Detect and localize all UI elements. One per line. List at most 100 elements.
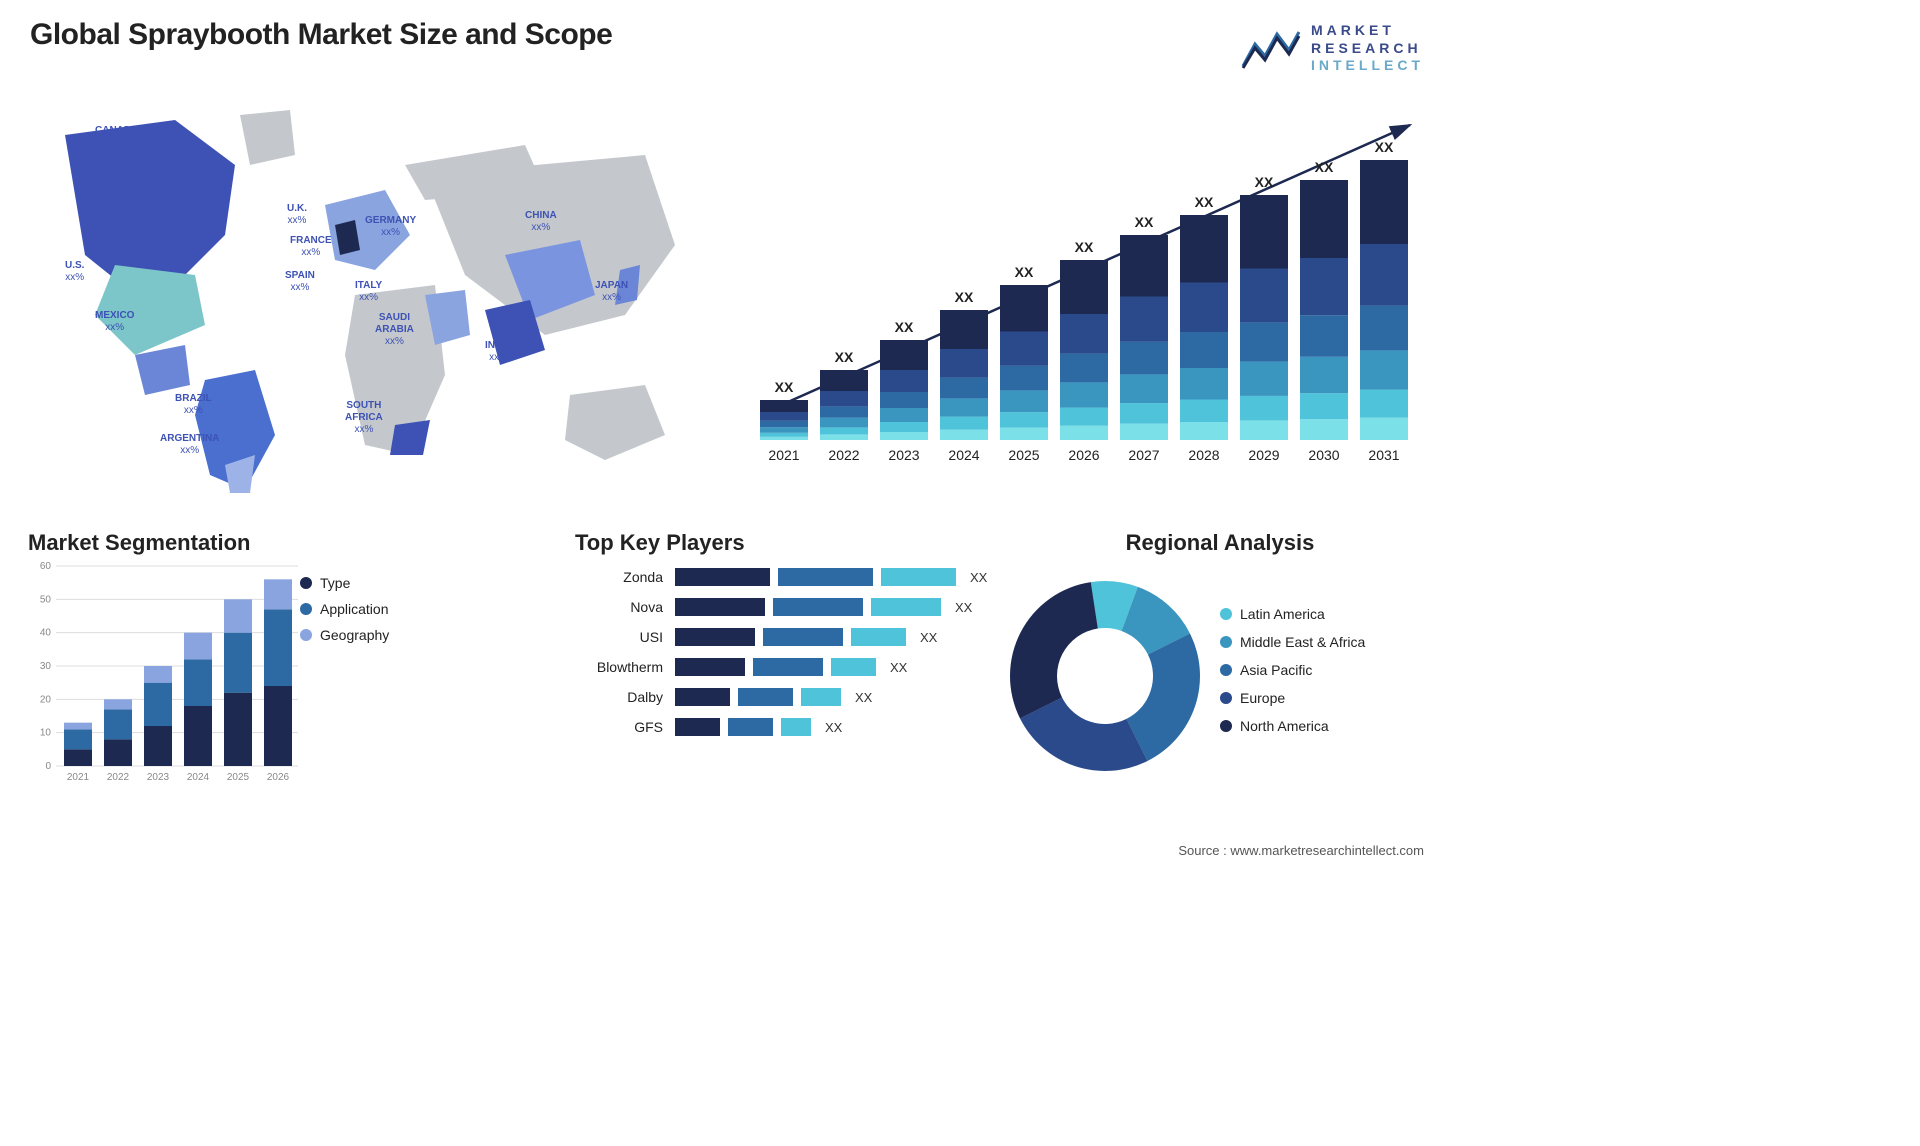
logo-line1: MARKET	[1311, 22, 1424, 40]
bar-segment	[1300, 258, 1348, 315]
player-bar-segment	[675, 688, 730, 706]
map-label: ARGENTINAxx%	[160, 433, 219, 457]
player-row: USIXX	[575, 628, 995, 646]
seg-bar-segment	[224, 633, 252, 693]
player-bar-segment	[778, 568, 873, 586]
player-value: XX	[955, 600, 972, 615]
market-size-chart: XX2021XX2022XX2023XX2024XX2025XX2026XX20…	[740, 95, 1420, 475]
seg-bar-segment	[184, 633, 212, 660]
seg-bar-segment	[104, 709, 132, 739]
svg-text:2026: 2026	[267, 772, 290, 783]
regional-title: Regional Analysis	[1000, 530, 1440, 556]
player-row: BlowthermXX	[575, 658, 995, 676]
legend-item: Asia Pacific	[1220, 662, 1365, 678]
legend-item: Geography	[300, 627, 389, 643]
player-name: GFS	[575, 719, 675, 735]
map-label: CANADAxx%	[95, 125, 138, 149]
legend-item: Application	[300, 601, 389, 617]
bar-value-label: XX	[1075, 239, 1094, 255]
seg-bar-segment	[64, 729, 92, 749]
bar-segment	[1180, 400, 1228, 423]
player-row: DalbyXX	[575, 688, 995, 706]
svg-text:60: 60	[40, 561, 52, 572]
bar-segment	[1000, 332, 1048, 366]
player-bar-segment	[871, 598, 941, 616]
bar-segment	[1300, 393, 1348, 419]
bar-segment	[880, 340, 928, 370]
map-label: MEXICOxx%	[95, 310, 134, 334]
bar-segment	[1000, 412, 1048, 428]
player-bar-segment	[831, 658, 876, 676]
map-label: FRANCExx%	[290, 235, 332, 259]
x-axis-label: 2029	[1248, 447, 1279, 463]
bar-segment	[1120, 403, 1168, 424]
player-bar-segment	[738, 688, 793, 706]
logo-line3: INTELLECT	[1311, 57, 1424, 75]
bar-segment	[820, 406, 868, 417]
svg-text:30: 30	[40, 661, 52, 672]
bar-segment	[1360, 390, 1408, 418]
source-text: Source : www.marketresearchintellect.com	[1178, 843, 1424, 858]
svg-text:10: 10	[40, 728, 52, 739]
bar-segment	[1180, 283, 1228, 333]
bar-value-label: XX	[1135, 214, 1154, 230]
bar-segment	[1060, 314, 1108, 354]
bar-segment	[940, 398, 988, 416]
legend-item: North America	[1220, 718, 1365, 734]
bar-segment	[1060, 354, 1108, 383]
bar-segment	[1360, 418, 1408, 440]
player-value: XX	[970, 570, 987, 585]
seg-bar-segment	[264, 686, 292, 766]
bar-segment	[1240, 195, 1288, 269]
bar-segment	[880, 370, 928, 392]
players-section: Top Key Players ZondaXXNovaXXUSIXXBlowth…	[575, 530, 995, 736]
bar-value-label: XX	[955, 289, 974, 305]
svg-text:2025: 2025	[227, 772, 250, 783]
seg-bar-segment	[264, 609, 292, 686]
bar-segment	[1360, 160, 1408, 244]
bar-segment	[820, 391, 868, 406]
seg-bar-segment	[64, 723, 92, 730]
x-axis-label: 2030	[1308, 447, 1339, 463]
x-axis-label: 2021	[768, 447, 799, 463]
seg-bar-segment	[144, 666, 172, 683]
player-bar-segment	[781, 718, 811, 736]
bar-segment	[1120, 374, 1168, 403]
map-label: SPAINxx%	[285, 270, 315, 294]
seg-bar-segment	[184, 659, 212, 706]
map-label: SOUTHAFRICAxx%	[345, 400, 383, 436]
bar-segment	[760, 412, 808, 421]
player-bar-segment	[801, 688, 841, 706]
svg-text:20: 20	[40, 694, 52, 705]
map-label: CHINAxx%	[525, 210, 557, 234]
seg-bar-segment	[104, 699, 132, 709]
seg-bar-segment	[104, 739, 132, 766]
segmentation-section: Market Segmentation 01020304050602021202…	[28, 530, 468, 796]
bar-segment	[940, 417, 988, 430]
bar-segment	[880, 432, 928, 440]
bar-value-label: XX	[1195, 194, 1214, 210]
seg-bar-segment	[224, 693, 252, 766]
bar-segment	[820, 418, 868, 428]
bar-segment	[1240, 362, 1288, 396]
bar-segment	[880, 408, 928, 422]
bar-segment	[1120, 235, 1168, 297]
bar-segment	[1360, 306, 1408, 351]
x-axis-label: 2025	[1008, 447, 1039, 463]
player-bar-segment	[753, 658, 823, 676]
bar-segment	[1240, 269, 1288, 323]
player-name: Dalby	[575, 689, 675, 705]
bar-segment	[1240, 420, 1288, 440]
segmentation-title: Market Segmentation	[28, 530, 468, 556]
seg-bar-segment	[144, 726, 172, 766]
bar-value-label: XX	[1015, 264, 1034, 280]
player-row: Nova XX	[575, 598, 995, 616]
player-name: Nova	[575, 599, 675, 615]
map-label: U.K.xx%	[287, 203, 307, 227]
bar-segment	[940, 378, 988, 399]
bar-value-label: XX	[895, 319, 914, 335]
bar-segment	[1360, 350, 1408, 389]
seg-bar-segment	[264, 579, 292, 609]
player-bar-segment	[773, 598, 863, 616]
segmentation-legend: TypeApplicationGeography	[300, 575, 389, 653]
